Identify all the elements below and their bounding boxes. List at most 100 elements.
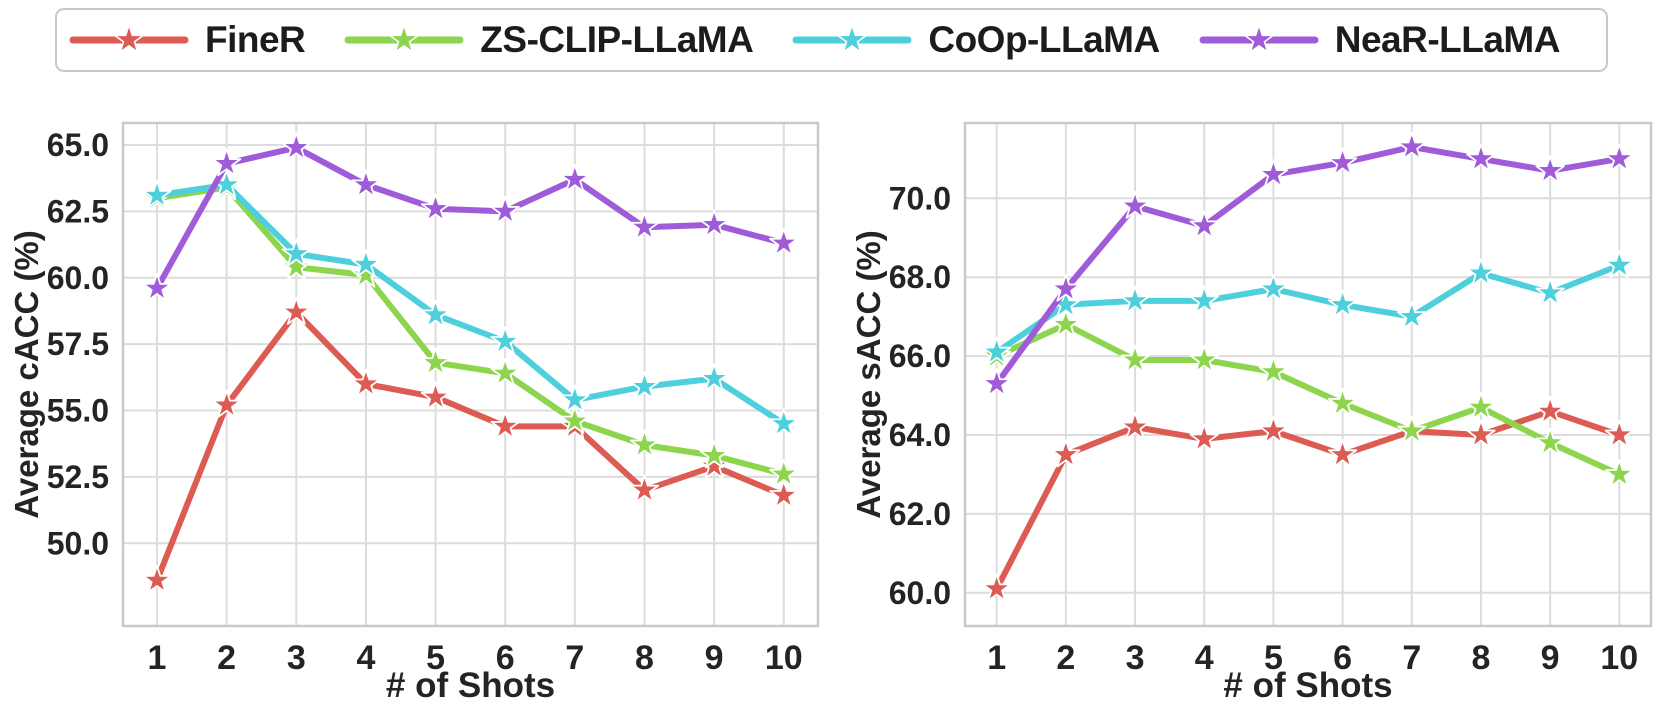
data-point-star-icon [420, 299, 451, 328]
data-point-star-icon [1466, 143, 1496, 172]
y-tick-label: 62.5 [47, 193, 109, 229]
data-point-star-icon [1327, 439, 1358, 468]
x-tick-label: 1 [148, 639, 167, 677]
series-line-zs-clip-llama [993, 321, 1623, 478]
data-point-star-icon [490, 326, 520, 355]
data-point-star-icon [351, 368, 381, 397]
chart-legend: FineR ZS-CLIP-LLaMA CoOp-LLaMA NeaR-LLaMA [55, 8, 1608, 72]
data-point-star-icon [629, 211, 660, 240]
data-point-star-icon [629, 474, 660, 503]
x-tick-label: 4 [1195, 639, 1214, 677]
data-point-star-icon [629, 371, 660, 400]
legend-item-coop-llama: CoOp-LLaMA [792, 19, 1160, 61]
data-point-star-icon [699, 363, 729, 392]
data-point-star-icon [1258, 273, 1289, 302]
series-line-near-llama [993, 144, 1623, 387]
x-tick-label: 9 [705, 639, 724, 677]
legend-swatch-star-icon [792, 22, 912, 55]
y-tick-label: 62.0 [889, 496, 951, 532]
data-point-star-icon [769, 227, 799, 256]
data-point-star-icon [769, 408, 799, 437]
data-point-star-icon [1051, 309, 1081, 338]
y-axis-label: Average cACC (%) [8, 230, 45, 519]
data-point-star-icon [1535, 427, 1565, 456]
data-point-star-icon [1258, 415, 1289, 444]
legend-swatch-star-icon [344, 22, 464, 55]
x-tick-label: 2 [217, 639, 236, 677]
x-tick-label: 5 [1264, 639, 1283, 677]
x-tick-label: 9 [1541, 639, 1560, 677]
data-point-star-icon [281, 296, 311, 325]
data-point-star-icon [982, 336, 1012, 365]
data-point-star-icon [420, 193, 451, 222]
data-point-star-icon [1258, 159, 1289, 188]
data-point-star-icon [490, 195, 520, 225]
data-point-star-icon [629, 429, 660, 458]
legend-label: CoOp-LLaMA [928, 19, 1160, 60]
legend-item-near-llama: NeaR-LLaMA [1199, 19, 1560, 61]
data-point-star-icon [1327, 289, 1358, 318]
data-point-star-icon [420, 381, 451, 410]
data-point-star-icon [1397, 301, 1427, 330]
y-tick-label: 55.0 [47, 393, 109, 429]
data-point-star-icon [211, 389, 242, 418]
data-point-star-icon [699, 450, 729, 479]
data-point-star-icon [420, 347, 451, 376]
data-point-star-icon [1327, 147, 1358, 176]
y-tick-label: 70.0 [889, 180, 951, 216]
data-point-star-icon [142, 272, 172, 302]
legend-label: NeaR-LLaMA [1334, 19, 1561, 60]
data-point-star-icon [1535, 155, 1565, 184]
x-tick-label: 3 [287, 639, 306, 677]
data-point-star-icon [1466, 257, 1496, 286]
data-point-star-icon [1604, 249, 1635, 279]
data-point-star-icon [1535, 277, 1565, 306]
plot-area [965, 123, 1651, 626]
data-point-star-icon [982, 573, 1012, 602]
data-point-star-icon [1397, 415, 1427, 444]
data-point-star-icon [1466, 391, 1496, 421]
series-line-zs-clip-llama [154, 184, 787, 478]
series-line-coop-llama [154, 181, 787, 427]
data-point-star-icon [769, 480, 799, 509]
y-tick-label: 68.0 [889, 259, 951, 295]
y-tick-label: 66.0 [889, 338, 951, 374]
x-tick-label: 7 [565, 639, 584, 677]
x-tick-label: 7 [1402, 639, 1421, 677]
x-tick-label: 8 [635, 639, 654, 677]
data-point-star-icon [982, 368, 1012, 397]
legend-label: ZS-CLIP-LLaMA [480, 19, 754, 60]
data-point-star-icon [560, 384, 590, 413]
data-point-star-icon [142, 180, 172, 209]
x-axis-label: # of Shots [386, 666, 555, 705]
data-point-star-icon [1466, 419, 1496, 448]
y-tick-label: 57.5 [47, 326, 109, 362]
data-point-star-icon [1604, 143, 1635, 172]
legend-item-finer: FineR [69, 19, 306, 61]
series-line-finer [154, 309, 787, 584]
series-line-coop-llama [993, 262, 1623, 356]
data-point-star-icon [1120, 285, 1150, 314]
x-tick-label: 10 [1600, 639, 1638, 677]
x-tick-label: 10 [765, 639, 803, 677]
data-point-star-icon [1327, 388, 1358, 417]
data-point-star-icon [1051, 439, 1081, 468]
data-point-star-icon [1120, 344, 1150, 373]
data-point-star-icon [281, 238, 311, 267]
data-point-star-icon [142, 565, 172, 594]
data-point-star-icon [1189, 210, 1219, 239]
data-point-star-icon [1258, 356, 1289, 385]
x-tick-label: 6 [496, 639, 515, 677]
y-axis-label: Average sACC (%) [850, 230, 887, 519]
data-point-star-icon [1051, 273, 1081, 302]
plot-border [963, 121, 1653, 628]
data-point-star-icon [1604, 419, 1635, 448]
data-point-star-icon [1189, 423, 1219, 452]
data-point-star-icon [1397, 131, 1427, 160]
data-point-star-icon [351, 249, 381, 278]
y-tick-label: 65.0 [47, 127, 109, 163]
y-tick-label: 60.0 [47, 260, 109, 296]
data-point-star-icon [1189, 344, 1219, 373]
